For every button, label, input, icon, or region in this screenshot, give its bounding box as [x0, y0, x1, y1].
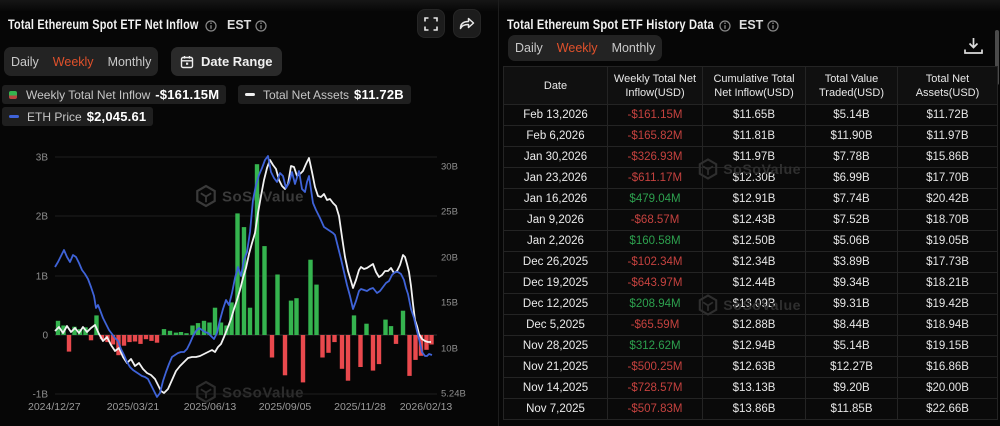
svg-text:3B: 3B	[36, 153, 49, 164]
svg-text:30B: 30B	[441, 162, 458, 173]
svg-text:2026/02/13: 2026/02/13	[400, 401, 453, 413]
svg-text:0: 0	[42, 331, 48, 342]
svg-text:SoSoValue: SoSoValue	[723, 298, 801, 314]
svg-text:25B: 25B	[441, 207, 458, 218]
svg-text:SoSoValue: SoSoValue	[222, 385, 304, 402]
svg-text:2025/03/21: 2025/03/21	[107, 401, 160, 413]
svg-text:2B: 2B	[36, 212, 49, 223]
svg-text:5.24B: 5.24B	[441, 389, 466, 400]
svg-text:2024/12/27: 2024/12/27	[28, 401, 81, 413]
svg-text:1B: 1B	[36, 272, 49, 283]
svg-text:10B: 10B	[441, 344, 458, 355]
svg-text:SoSoValue: SoSoValue	[222, 189, 304, 206]
svg-text:2025/11/28: 2025/11/28	[334, 401, 386, 413]
svg-text:SoSoValue: SoSoValue	[723, 162, 801, 178]
svg-text:-1B: -1B	[32, 390, 48, 401]
svg-text:2025/06/13: 2025/06/13	[184, 401, 237, 413]
svg-text:20B: 20B	[441, 253, 458, 264]
svg-text:2025/09/05: 2025/09/05	[259, 401, 312, 413]
svg-text:15B: 15B	[441, 298, 458, 309]
